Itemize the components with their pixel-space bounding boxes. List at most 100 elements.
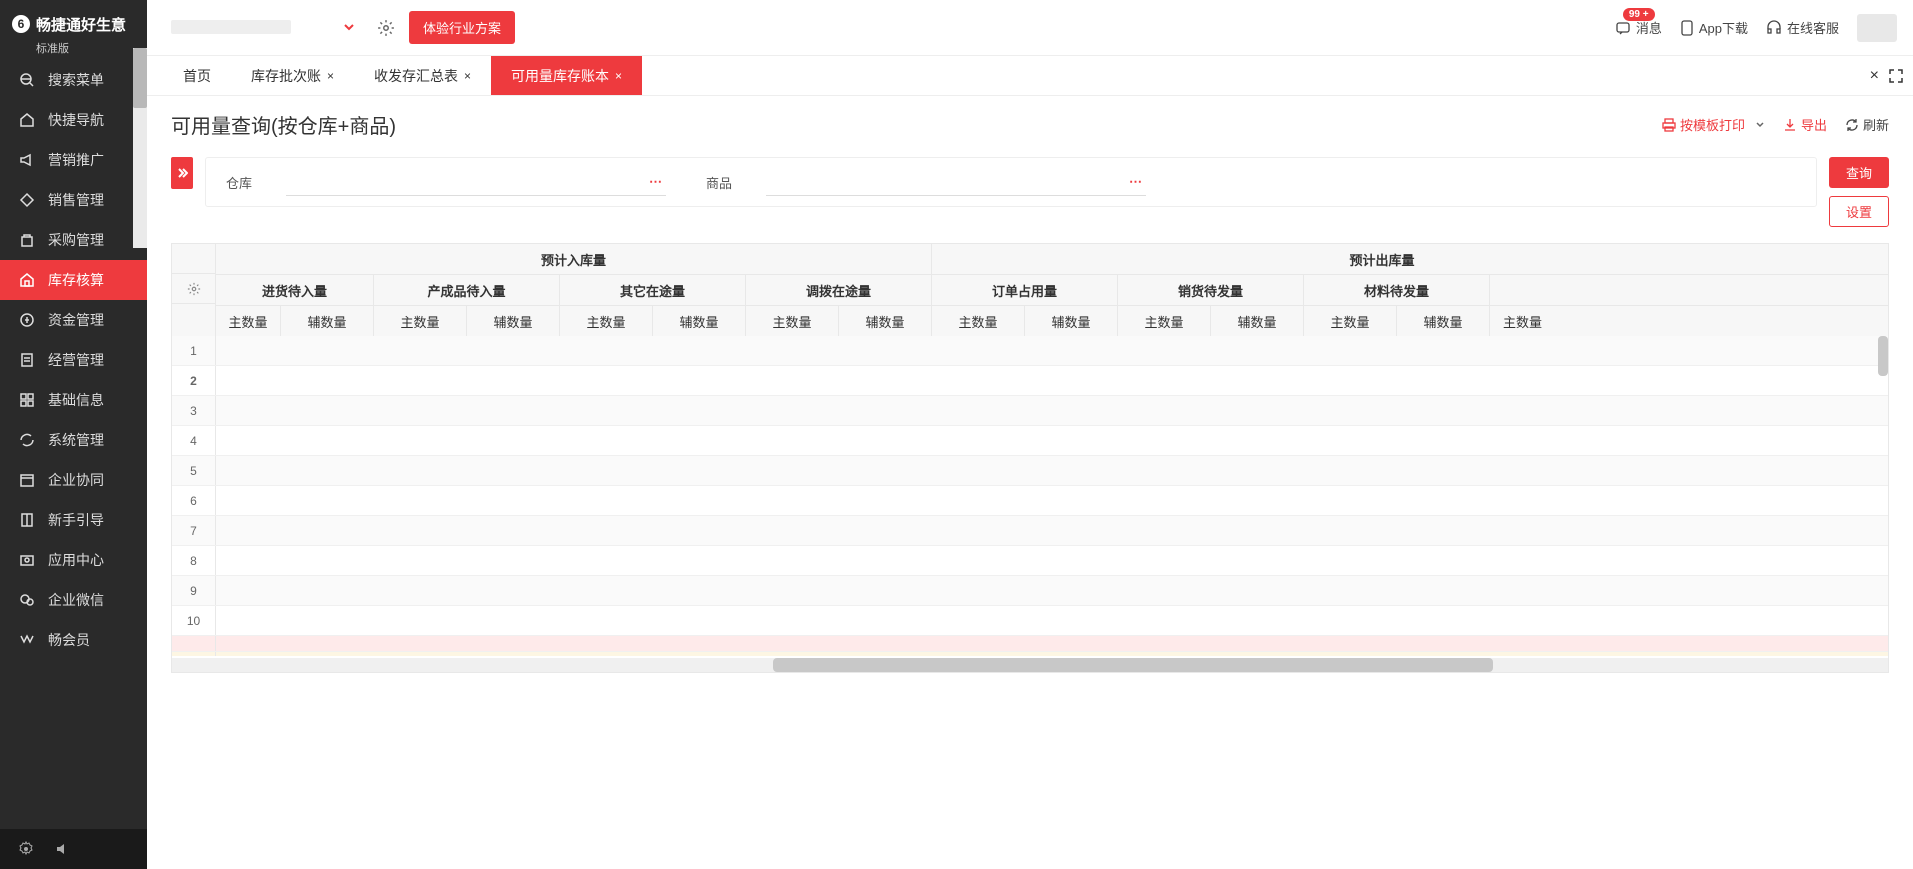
- tab-batch-ledger[interactable]: 库存批次账 ×: [231, 56, 354, 95]
- tag-icon: [18, 191, 36, 209]
- col-aux-qty: 辅数量: [839, 306, 932, 336]
- customer-service-label: 在线客服: [1787, 18, 1839, 37]
- table-row[interactable]: 2: [172, 366, 1888, 396]
- messages-button[interactable]: 99 + 消息: [1615, 18, 1662, 37]
- sidebar-label: 快捷导航: [48, 110, 104, 130]
- table-row[interactable]: 5: [172, 456, 1888, 486]
- sidebar-label: 采购管理: [48, 230, 104, 250]
- sidebar-item-basicinfo[interactable]: 基础信息: [0, 380, 147, 420]
- horizontal-scrollbar[interactable]: [172, 658, 1888, 672]
- row-number: 6: [172, 486, 216, 515]
- customer-service-button[interactable]: 在线客服: [1766, 18, 1839, 37]
- sound-icon[interactable]: [54, 841, 70, 857]
- sidebar-item-quicknav[interactable]: 快捷导航: [0, 100, 147, 140]
- vertical-scrollbar-thumb[interactable]: [1878, 336, 1888, 376]
- row-number: 7: [172, 516, 216, 545]
- more-icon[interactable]: ⋯: [1125, 174, 1146, 190]
- brand-edition: 标准版: [0, 40, 147, 56]
- table-row[interactable]: 8: [172, 546, 1888, 576]
- warehouse-input-wrap[interactable]: ⋯: [286, 168, 666, 196]
- chevron-right-icon: [176, 167, 188, 179]
- chevron-down-icon: [1755, 120, 1765, 130]
- sidebar-scrollbar[interactable]: [133, 48, 147, 248]
- print-button[interactable]: 按模板打印: [1662, 115, 1765, 134]
- sidebar-item-guide[interactable]: 新手引导: [0, 500, 147, 540]
- product-input-wrap[interactable]: ⋯: [766, 168, 1146, 196]
- export-button[interactable]: 导出: [1783, 115, 1827, 134]
- close-icon[interactable]: ×: [327, 69, 334, 83]
- refresh-button[interactable]: 刷新: [1845, 115, 1889, 134]
- table-row[interactable]: 9: [172, 576, 1888, 606]
- warehouse-input[interactable]: [286, 174, 645, 189]
- sidebar-label: 库存核算: [48, 270, 104, 290]
- fullscreen-icon[interactable]: [1889, 69, 1903, 83]
- grid-icon: [18, 391, 36, 409]
- tab-home[interactable]: 首页: [163, 56, 231, 95]
- table-row[interactable]: 6: [172, 486, 1888, 516]
- close-all-icon[interactable]: ×: [1870, 67, 1879, 85]
- table-row[interactable]: 1: [172, 336, 1888, 366]
- more-icon[interactable]: ⋯: [645, 174, 666, 190]
- close-icon[interactable]: ×: [615, 69, 622, 83]
- col-main-qty: 主数量: [746, 306, 839, 336]
- company-selector[interactable]: [163, 12, 363, 44]
- row-number: 8: [172, 546, 216, 575]
- table-summary-row: [172, 636, 1888, 652]
- row-number: 4: [172, 426, 216, 455]
- sidebar-item-system[interactable]: 系统管理: [0, 420, 147, 460]
- sidebar-item-collab[interactable]: 企业协同: [0, 460, 147, 500]
- horizontal-scrollbar-thumb[interactable]: [773, 658, 1494, 672]
- sidebar-footer: [0, 829, 147, 869]
- sidebar-item-wechat[interactable]: 企业微信: [0, 580, 147, 620]
- topbar-left: 体验行业方案: [163, 11, 515, 44]
- tab-label: 首页: [183, 66, 211, 86]
- sidebar-item-finance[interactable]: 资金管理: [0, 300, 147, 340]
- collapse-filter-button[interactable]: [171, 157, 193, 189]
- settings-button[interactable]: 设置: [1829, 196, 1889, 227]
- tab-label: 收发存汇总表: [374, 66, 458, 86]
- col-main-qty: 主数量: [1118, 306, 1211, 336]
- sidebar-label: 销售管理: [48, 190, 104, 210]
- sidebar-item-marketing[interactable]: 营销推广: [0, 140, 147, 180]
- megaphone-icon: [18, 151, 36, 169]
- export-icon: [1783, 118, 1797, 132]
- sidebar-item-sales[interactable]: 销售管理: [0, 180, 147, 220]
- user-avatar[interactable]: [1857, 14, 1897, 42]
- table-row[interactable]: 7: [172, 516, 1888, 546]
- table-row[interactable]: 10: [172, 606, 1888, 636]
- tab-available-ledger[interactable]: 可用量库存账本 ×: [491, 56, 642, 95]
- col-material-pending: 材料待发量: [1304, 275, 1490, 305]
- clipboard-icon: [18, 351, 36, 369]
- col-aux-qty: 辅数量: [653, 306, 746, 336]
- gear-icon[interactable]: [377, 19, 395, 37]
- sidebar-item-search[interactable]: 搜索菜单: [0, 60, 147, 100]
- table-settings-icon[interactable]: [172, 274, 216, 304]
- product-input[interactable]: [766, 174, 1125, 189]
- scrollbar-thumb[interactable]: [133, 48, 147, 108]
- header-row-leaves: 主数量 辅数量 主数量 辅数量 主数量 辅数量 主数量 辅数量 主数量 辅数量 …: [216, 306, 1888, 336]
- sidebar-item-apps[interactable]: 应用中心: [0, 540, 147, 580]
- table-row[interactable]: 4: [172, 426, 1888, 456]
- filter-fields: 仓库 ⋯ 商品 ⋯: [205, 157, 1817, 207]
- col-aux-qty: 辅数量: [281, 306, 374, 336]
- sidebar-item-purchase[interactable]: 采购管理: [0, 220, 147, 260]
- tab-summary[interactable]: 收发存汇总表 ×: [354, 56, 491, 95]
- sidebar-item-vip[interactable]: 畅会员: [0, 620, 147, 660]
- tab-label: 库存批次账: [251, 66, 321, 86]
- app-download-button[interactable]: App下载: [1680, 18, 1748, 37]
- print-label: 按模板打印: [1680, 115, 1745, 134]
- logo-icon: 6: [12, 15, 30, 33]
- chevron-down-icon: [343, 21, 355, 33]
- experience-button[interactable]: 体验行业方案: [409, 11, 515, 44]
- close-icon[interactable]: ×: [464, 69, 471, 83]
- product-label: 商品: [706, 173, 746, 192]
- sidebar-label: 经营管理: [48, 350, 104, 370]
- sidebar-item-business[interactable]: 经营管理: [0, 340, 147, 380]
- query-button[interactable]: 查询: [1829, 157, 1889, 188]
- sidebar-label: 企业微信: [48, 590, 104, 610]
- sidebar-item-inventory[interactable]: 库存核算: [0, 260, 147, 300]
- col-group-expected-in: 预计入库量: [216, 244, 932, 274]
- tabs-bar: 首页 库存批次账 × 收发存汇总表 × 可用量库存账本 × ×: [147, 56, 1913, 96]
- table-row[interactable]: 3: [172, 396, 1888, 426]
- settings-icon[interactable]: [18, 841, 34, 857]
